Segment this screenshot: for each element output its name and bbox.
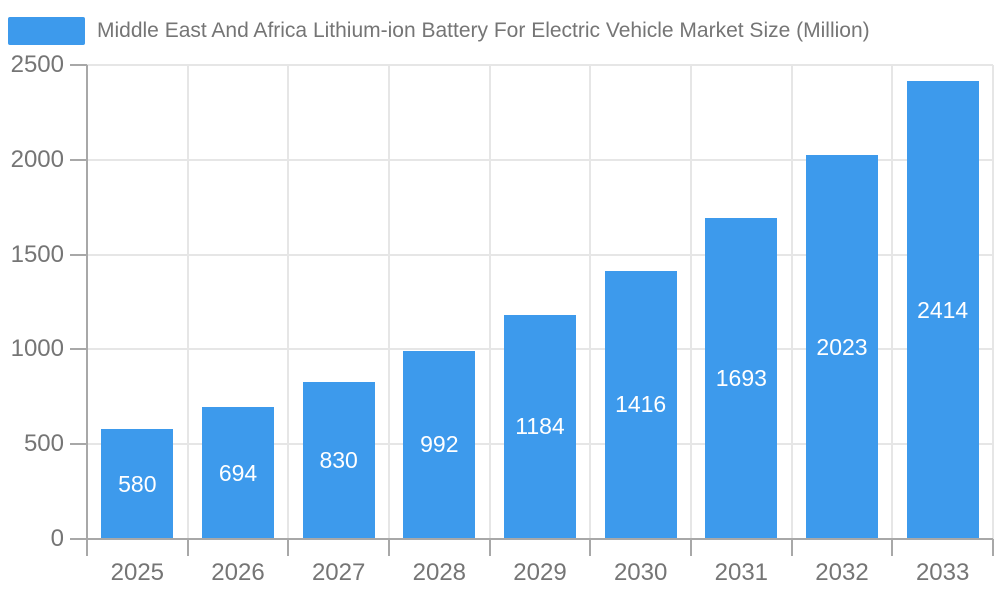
v-gridline xyxy=(287,65,290,539)
legend-label: Middle East And Africa Lithium-ion Batte… xyxy=(97,19,870,42)
y-axis-label: 2500 xyxy=(10,51,64,78)
bar-value-label: 694 xyxy=(218,459,258,486)
y-axis-label: 500 xyxy=(23,430,64,458)
x-axis-tick xyxy=(992,539,994,556)
x-axis-label: 2031 xyxy=(714,559,769,586)
x-axis-label: 2028 xyxy=(412,559,467,586)
x-axis-label: 2030 xyxy=(613,559,668,586)
v-gridline xyxy=(992,65,994,539)
x-axis-tick xyxy=(86,539,88,556)
y-axis-label: 1500 xyxy=(10,240,64,268)
v-gridline xyxy=(488,65,491,539)
bar[interactable]: 1693 xyxy=(705,218,778,539)
y-axis-line xyxy=(86,65,88,539)
v-gridline xyxy=(589,65,592,539)
bar[interactable]: 580 xyxy=(101,429,174,539)
v-gridline xyxy=(388,65,390,539)
v-gridline xyxy=(790,65,793,539)
bar[interactable]: 1184 xyxy=(504,314,576,539)
x-axis-line xyxy=(87,538,993,540)
x-axis-tick xyxy=(790,539,793,556)
x-axis-label: 2026 xyxy=(211,559,265,586)
bar[interactable]: 830 xyxy=(302,381,375,539)
bar-value-label: 1184 xyxy=(515,413,565,440)
bar[interactable]: 1416 xyxy=(604,270,677,539)
y-axis-tick xyxy=(70,538,87,540)
v-gridline xyxy=(690,65,692,539)
bar[interactable]: 2414 xyxy=(906,81,979,539)
bar-value-label: 830 xyxy=(319,446,358,473)
x-axis-tick xyxy=(891,539,894,556)
bar-value-label: 1693 xyxy=(715,365,767,391)
x-axis-label: 2029 xyxy=(513,559,567,586)
bar-value-label: 580 xyxy=(118,470,157,497)
legend-swatch xyxy=(8,17,85,45)
x-axis-tick xyxy=(488,539,491,556)
bar[interactable]: 992 xyxy=(403,350,476,539)
x-axis-label: 2033 xyxy=(915,559,970,586)
x-axis-label: 2027 xyxy=(311,559,366,586)
y-axis-label: 1000 xyxy=(10,335,64,363)
bar[interactable]: 2023 xyxy=(806,155,878,539)
plot-area: 580 694 830 992 1184 1416 1693 2023 2414 xyxy=(70,64,994,556)
bar[interactable]: 694 xyxy=(202,407,274,539)
x-axis-tick xyxy=(186,539,189,556)
x-axis-tick xyxy=(589,539,592,556)
x-axis-tick xyxy=(388,539,390,556)
x-axis-label: 2025 xyxy=(110,559,165,586)
bar-value-label: 2023 xyxy=(816,333,868,360)
bar-value-label: 2414 xyxy=(917,296,969,323)
h-gridline xyxy=(87,158,993,161)
h-gridline xyxy=(87,253,993,256)
y-axis-tick xyxy=(70,158,87,161)
v-gridline xyxy=(186,65,189,539)
x-axis-tick xyxy=(287,539,290,556)
h-gridline xyxy=(87,64,993,66)
bar-value-label: 1416 xyxy=(615,391,667,418)
x-axis-tick xyxy=(690,539,692,556)
legend-item[interactable]: Middle East And Africa Lithium-ion Batte… xyxy=(8,17,870,45)
y-axis-tick xyxy=(70,253,87,256)
y-axis-tick xyxy=(70,64,87,66)
bar-value-label: 992 xyxy=(420,431,459,458)
y-axis-label: 2000 xyxy=(10,145,64,173)
y-axis-tick xyxy=(70,443,87,446)
v-gridline xyxy=(891,65,894,539)
y-axis-tick xyxy=(70,348,87,351)
y-axis-label: 0 xyxy=(50,525,64,552)
x-axis-label: 2032 xyxy=(815,559,869,586)
